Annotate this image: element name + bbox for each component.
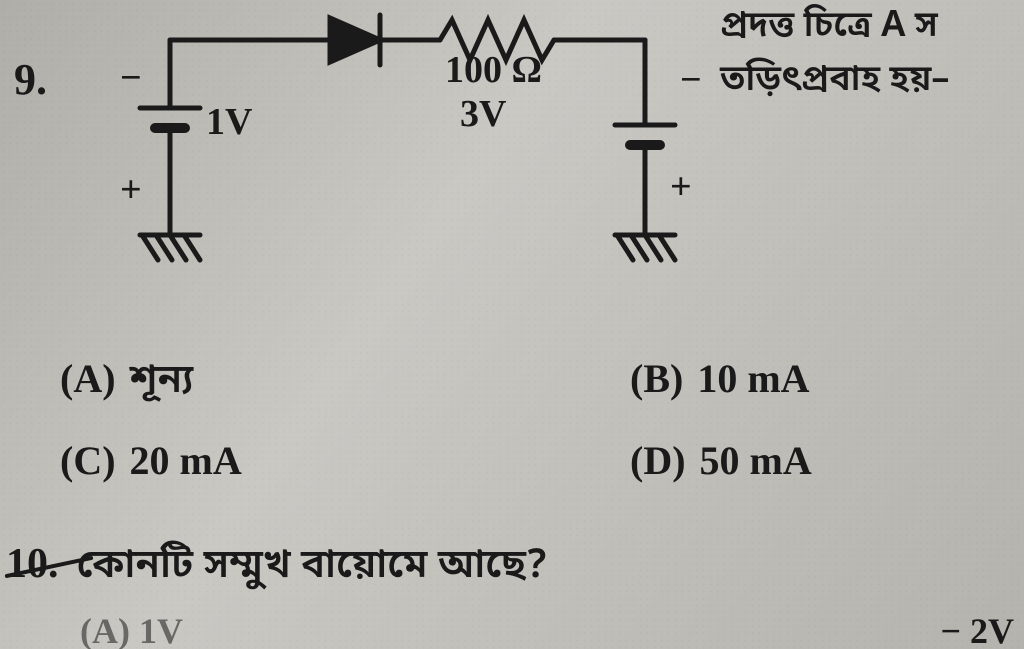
question-10: 10. কোনটি সম্মুখ বায়োমে আছে? [6,540,547,594]
question-9-number: 9. [14,54,47,105]
right-batt-top-sign: − [680,58,702,102]
left-batt-top-sign: − [120,56,142,100]
prompt-line-1: প্রদত্ত চিত্রে A স [720,0,949,54]
option-b: (B) 10 mA [630,355,810,402]
option-c-letter: (C) [60,437,116,484]
option-d-letter: (D) [630,437,686,484]
option-row-2: (C) 20 mA (D) 50 mA [60,437,1014,484]
prompt-line-2: তড়িৎপ্রবাহ হয়– [720,54,949,108]
question-10-text: কোনটি সম্মুখ বায়োমে আছে? [77,541,548,594]
resistor-label: 100 Ω [445,48,542,92]
right-batt-bottom-sign: + [670,165,692,209]
question-9-prompt: প্রদত্ত চিত্রে A স তড়িৎপ্রবাহ হয়– [720,0,949,108]
option-c: (C) 20 mA [60,437,630,484]
option-a-text: শূন্য [130,356,194,409]
bottom-partial-row: (A) 1V − 2V [80,610,1014,649]
option-row-1: (A) শূন্য (B) 10 mA [60,355,1014,409]
question-10-number: 10. [6,540,59,588]
left-battery-voltage: 1V [206,100,252,144]
option-d: (D) 50 mA [630,437,812,484]
circuit-diagram [100,0,720,320]
option-b-letter: (B) [630,355,683,402]
bottom-right-fragment: − 2V [940,610,1014,649]
left-batt-bottom-sign: + [120,168,142,212]
option-c-text: 20 mA [130,437,242,484]
option-d-text: 50 mA [700,437,812,484]
option-a-letter: (A) [60,355,116,402]
bottom-left-fragment: (A) 1V [80,610,183,649]
option-b-text: 10 mA [697,355,809,402]
question-9-options: (A) শূন্য (B) 10 mA (C) 20 mA (D) 50 mA [60,355,1014,512]
option-a: (A) শূন্য [60,355,630,409]
right-battery-voltage: 3V [460,92,506,136]
